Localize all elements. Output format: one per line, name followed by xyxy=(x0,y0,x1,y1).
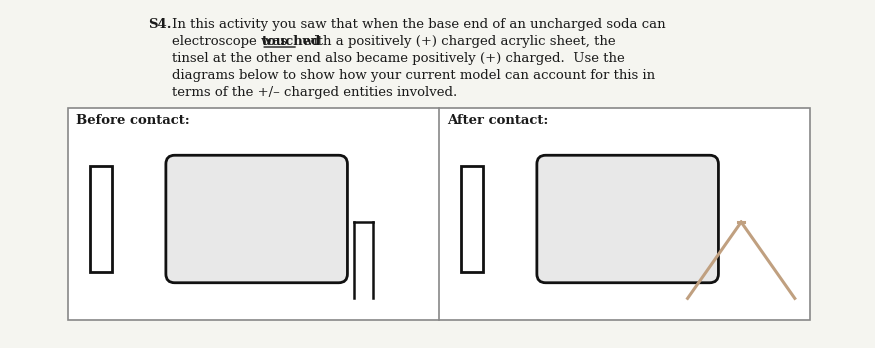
Text: After contact:: After contact: xyxy=(447,114,549,127)
Text: Before contact:: Before contact: xyxy=(76,114,190,127)
Text: with a positively (+) charged acrylic sheet, the: with a positively (+) charged acrylic sh… xyxy=(298,35,616,48)
Text: diagrams below to show how your current model can account for this in: diagrams below to show how your current … xyxy=(172,69,655,82)
Text: S4.: S4. xyxy=(148,18,172,31)
Text: terms of the +/– charged entities involved.: terms of the +/– charged entities involv… xyxy=(172,86,458,99)
Text: tinsel at the other end also became positively (+) charged.  Use the: tinsel at the other end also became posi… xyxy=(172,52,625,65)
Text: electroscope was: electroscope was xyxy=(172,35,291,48)
Text: In this activity you saw that when the base end of an uncharged soda can: In this activity you saw that when the b… xyxy=(172,18,666,31)
Bar xyxy=(89,166,112,272)
FancyBboxPatch shape xyxy=(166,155,347,283)
Text: touched: touched xyxy=(262,35,320,48)
Bar xyxy=(460,166,483,272)
FancyBboxPatch shape xyxy=(537,155,718,283)
Bar xyxy=(68,108,810,320)
